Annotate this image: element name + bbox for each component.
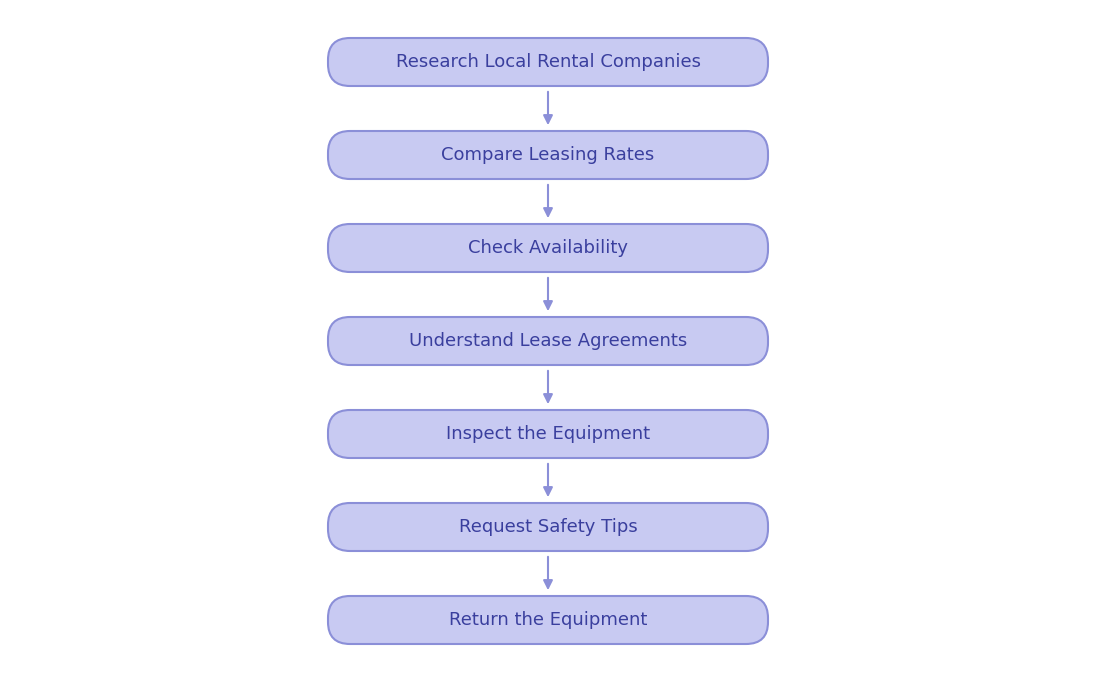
Text: Compare Leasing Rates: Compare Leasing Rates [441, 146, 654, 164]
FancyBboxPatch shape [328, 503, 768, 551]
Text: Return the Equipment: Return the Equipment [449, 611, 647, 629]
Text: Inspect the Equipment: Inspect the Equipment [446, 425, 650, 443]
Text: Request Safety Tips: Request Safety Tips [458, 518, 637, 536]
FancyBboxPatch shape [328, 596, 768, 644]
Text: Research Local Rental Companies: Research Local Rental Companies [395, 53, 700, 71]
Text: Understand Lease Agreements: Understand Lease Agreements [409, 332, 688, 350]
FancyBboxPatch shape [328, 131, 768, 179]
Text: Check Availability: Check Availability [468, 239, 628, 257]
FancyBboxPatch shape [328, 317, 768, 365]
FancyBboxPatch shape [328, 410, 768, 458]
FancyBboxPatch shape [328, 224, 768, 272]
FancyBboxPatch shape [328, 38, 768, 86]
